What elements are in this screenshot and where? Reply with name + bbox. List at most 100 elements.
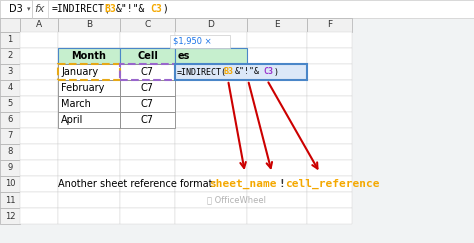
Bar — [20, 32, 58, 48]
Text: 12: 12 — [5, 211, 15, 220]
Text: 10: 10 — [5, 180, 15, 189]
Text: 8: 8 — [7, 148, 13, 156]
Bar — [0, 208, 20, 224]
Text: F: F — [327, 20, 332, 29]
Bar — [120, 192, 175, 208]
Bar — [247, 96, 307, 112]
Text: D3: D3 — [9, 4, 23, 14]
Text: $1,950 ×: $1,950 × — [173, 37, 211, 46]
Text: 5: 5 — [8, 99, 13, 109]
Bar — [58, 64, 120, 80]
Bar — [58, 96, 120, 112]
Bar — [58, 160, 120, 176]
Bar — [175, 144, 247, 160]
Bar — [307, 18, 352, 32]
Bar — [0, 32, 20, 48]
Bar — [120, 128, 175, 144]
Bar — [20, 192, 58, 208]
Text: Another sheet reference format:: Another sheet reference format: — [58, 179, 216, 189]
Text: 6: 6 — [7, 115, 13, 124]
Text: B3: B3 — [104, 4, 116, 14]
Bar — [58, 64, 120, 80]
Bar — [120, 160, 175, 176]
Text: A: A — [36, 20, 42, 29]
Bar — [20, 18, 58, 32]
Text: 7: 7 — [7, 131, 13, 140]
Bar — [58, 80, 120, 96]
Bar — [0, 48, 20, 64]
Text: C3: C3 — [150, 4, 162, 14]
Text: 4: 4 — [8, 84, 13, 93]
Bar — [247, 80, 307, 96]
Bar — [120, 64, 175, 80]
Bar — [0, 80, 20, 96]
Bar — [175, 128, 247, 144]
Bar — [0, 192, 20, 208]
Bar — [175, 160, 247, 176]
Bar — [307, 176, 352, 192]
Bar — [20, 128, 58, 144]
Bar — [58, 192, 120, 208]
Bar — [247, 112, 307, 128]
Text: ▾: ▾ — [27, 6, 31, 12]
Bar — [58, 48, 120, 64]
Bar — [247, 192, 307, 208]
Text: C7: C7 — [141, 83, 154, 93]
Bar — [58, 112, 120, 128]
Text: D: D — [208, 20, 214, 29]
Bar — [20, 160, 58, 176]
Bar — [307, 144, 352, 160]
Bar — [120, 64, 175, 80]
Bar — [58, 64, 120, 80]
Bar — [175, 208, 247, 224]
Text: Cell: Cell — [137, 51, 158, 61]
Text: =INDIRECT(: =INDIRECT( — [177, 68, 227, 77]
Bar — [120, 176, 175, 192]
Bar — [120, 208, 175, 224]
Bar — [175, 192, 247, 208]
Bar — [0, 160, 20, 176]
Bar — [120, 96, 175, 112]
Bar — [307, 192, 352, 208]
Bar — [58, 176, 120, 192]
Text: ): ) — [274, 68, 279, 77]
Bar — [175, 64, 307, 80]
Text: E: E — [274, 20, 280, 29]
Bar — [307, 48, 352, 64]
Text: &"!"&: &"!"& — [116, 4, 146, 14]
Bar — [307, 112, 352, 128]
Bar — [247, 208, 307, 224]
Bar — [58, 112, 120, 128]
Bar — [58, 48, 120, 64]
Bar — [170, 35, 230, 48]
Text: 11: 11 — [5, 196, 15, 205]
Text: sheet_name: sheet_name — [209, 179, 276, 189]
Text: February: February — [61, 83, 104, 93]
Text: 9: 9 — [8, 164, 13, 173]
Bar — [58, 18, 120, 32]
Bar — [120, 80, 175, 96]
Text: C3: C3 — [263, 68, 273, 77]
Bar — [58, 80, 120, 96]
Bar — [0, 96, 20, 112]
Bar — [175, 18, 247, 32]
Bar — [247, 160, 307, 176]
Bar — [307, 128, 352, 144]
Text: January: January — [61, 67, 98, 77]
Bar — [307, 160, 352, 176]
Bar — [175, 64, 247, 80]
Bar — [120, 32, 175, 48]
Text: 1: 1 — [8, 35, 13, 44]
Bar — [20, 144, 58, 160]
Text: 2: 2 — [8, 52, 13, 61]
Bar — [20, 64, 58, 80]
Bar — [175, 80, 247, 96]
Text: C7: C7 — [141, 115, 154, 125]
Bar — [120, 144, 175, 160]
Bar — [20, 112, 58, 128]
Text: B3: B3 — [224, 68, 234, 77]
Text: fx: fx — [35, 4, 45, 14]
Text: !: ! — [278, 179, 285, 189]
Bar — [0, 0, 32, 18]
Bar — [175, 176, 247, 192]
